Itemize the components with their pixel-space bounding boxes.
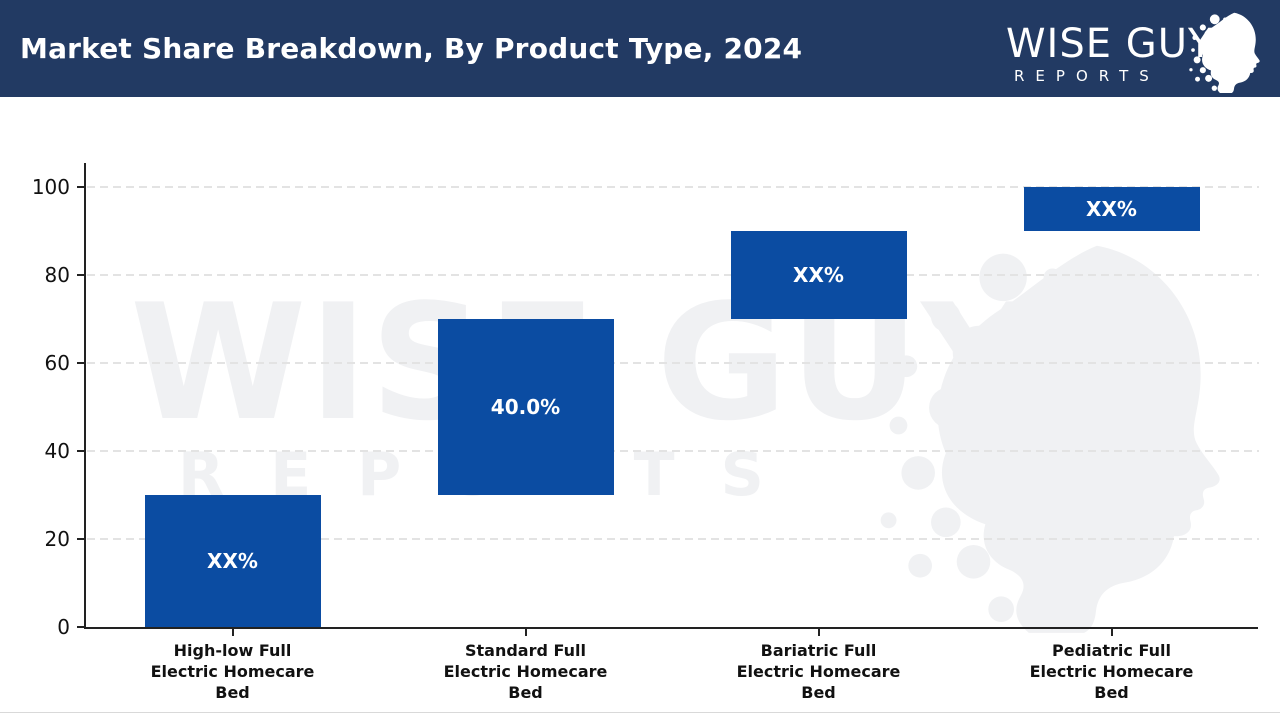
x-axis-line: [84, 627, 1258, 629]
y-tick-label: 60: [44, 351, 70, 376]
gridline: [87, 450, 1259, 453]
bar-value-label: 40.0%: [490, 395, 561, 420]
wiseguy-logo: WISE GUY REPORTS: [1006, 12, 1260, 93]
gridline: [87, 274, 1259, 277]
logo-reports-text: REPORTS: [1014, 67, 1160, 85]
x-tick-label: Pediatric Full Electric Homecare Bed: [1029, 641, 1194, 703]
bar: XX%: [730, 231, 907, 320]
bar: 40.0%: [437, 319, 614, 496]
gridline: [87, 186, 1259, 189]
header-bar: Market Share Breakdown, By Product Type,…: [0, 0, 1280, 97]
y-tick-label: 20: [44, 527, 70, 552]
chart-area: 0 20 40 60 80 100 XX% High-low Full Electric Ho…: [0, 97, 1280, 713]
y-tick-label: 40: [44, 439, 70, 464]
page-title: Market Share Breakdown, By Product Type,…: [20, 32, 803, 65]
y-tick-mark: [77, 538, 85, 541]
x-tick-mark: [817, 629, 820, 636]
x-tick-mark: [524, 629, 527, 636]
bar-value-label: XX%: [207, 549, 258, 574]
footer-divider: [0, 712, 1280, 720]
y-tick-mark: [77, 626, 85, 628]
y-tick-mark: [77, 450, 85, 453]
y-tick-label: 80: [44, 263, 70, 288]
y-tick-mark: [77, 362, 85, 365]
x-tick-label: High-low Full Electric Homecare Bed: [150, 641, 315, 703]
logo-wordmark: WISE GUY: [1006, 21, 1213, 67]
y-axis-line: [84, 163, 86, 627]
y-tick-label: 100: [31, 175, 70, 200]
x-tick-mark: [1110, 629, 1113, 636]
gridline: [87, 538, 1259, 541]
bar-value-label: XX%: [1086, 197, 1137, 222]
bar-value-label: XX%: [793, 263, 844, 288]
bar: XX%: [144, 495, 321, 627]
y-tick-mark: [77, 186, 85, 189]
gridline: [87, 362, 1259, 365]
bar: XX%: [1023, 187, 1200, 232]
y-tick-label: 0: [57, 615, 70, 639]
x-tick-label: Bariatric Full Electric Homecare Bed: [736, 641, 901, 703]
x-tick-mark: [231, 629, 234, 636]
y-tick-mark: [77, 274, 85, 277]
x-tick-label: Standard Full Electric Homecare Bed: [443, 641, 608, 703]
